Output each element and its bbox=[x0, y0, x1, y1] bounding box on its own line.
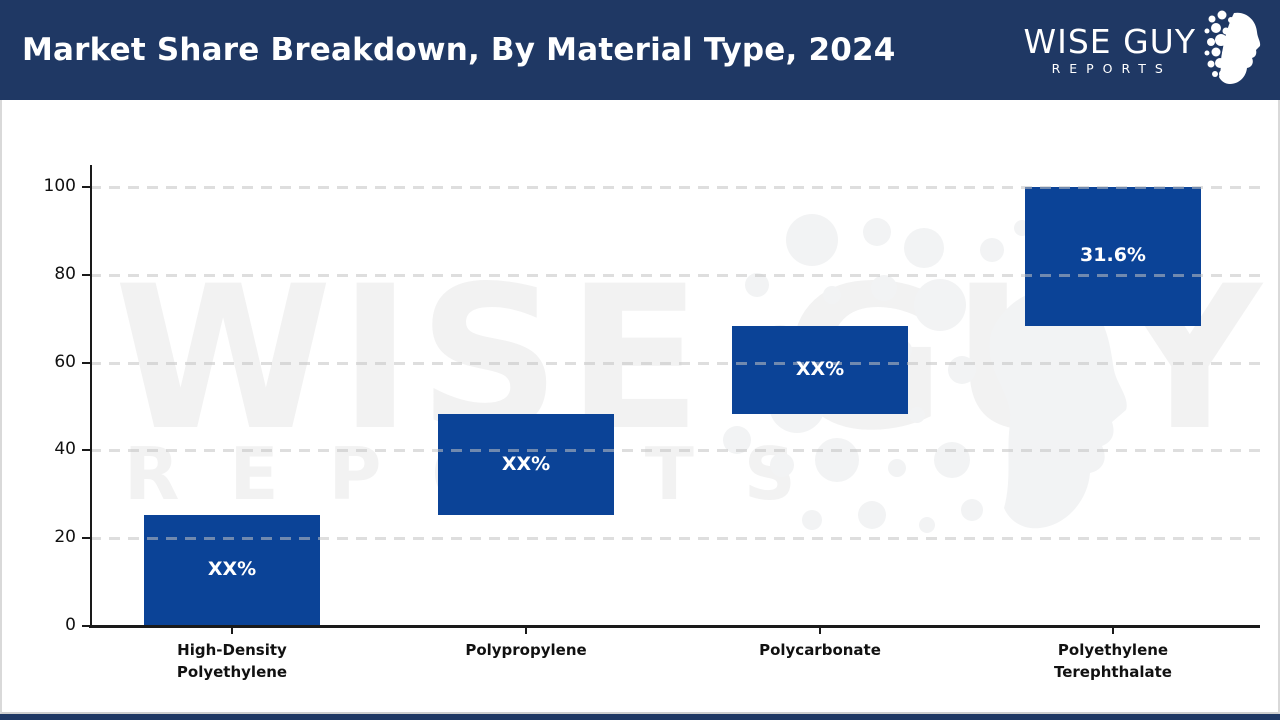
brand-head-icon bbox=[1198, 7, 1262, 93]
gridline-40 bbox=[90, 449, 1260, 453]
y-axis-label-0: 0 bbox=[65, 615, 76, 635]
x-axis-label-polypropylene: Polypropylene bbox=[465, 641, 587, 659]
y-axis-tick-40 bbox=[82, 449, 90, 452]
bar-polypropylene bbox=[438, 414, 614, 515]
bar-value-label-polycarbonate: XX% bbox=[795, 358, 845, 381]
bar-polyethylene-terephthalate bbox=[1025, 187, 1201, 326]
brand-subtitle: REPORTS bbox=[1051, 60, 1172, 76]
brand-wordmark: WISE GUY REPORTS bbox=[1023, 25, 1196, 76]
x-axis bbox=[89, 625, 1260, 628]
x-axis-label-polycarbonate: Polycarbonate bbox=[759, 641, 881, 659]
footer-bar bbox=[0, 714, 1280, 720]
y-axis-tick-100 bbox=[82, 186, 90, 188]
y-axis-label-100: 100 bbox=[43, 176, 76, 196]
bar-high-density-polyethylene bbox=[144, 514, 320, 626]
y-axis-tick-20 bbox=[82, 537, 90, 540]
y-axis-tick-80 bbox=[82, 273, 90, 276]
x-axis-tick-polyethylene-terephthalate bbox=[1112, 626, 1114, 634]
gridline-60 bbox=[90, 361, 1260, 365]
bar-value-label-polyethylene-terephthalate: 31.6% bbox=[1080, 244, 1146, 267]
brand-logo: WISE GUY REPORTS bbox=[1023, 7, 1262, 93]
bar-value-label-high-density-polyethylene: XX% bbox=[207, 558, 257, 581]
x-axis-label-high-density-polyethylene: High-Density Polyethylene bbox=[176, 641, 288, 681]
y-axis-label-80: 80 bbox=[54, 263, 76, 284]
y-axis-label-40: 40 bbox=[54, 439, 76, 460]
gridline-80 bbox=[90, 273, 1260, 277]
y-axis-label-20: 20 bbox=[54, 527, 76, 548]
page-title: Market Share Breakdown, By Material Type… bbox=[22, 32, 896, 68]
chart-area: WISE GUY REPORTS 020406080100XX%High-Den… bbox=[0, 100, 1280, 714]
x-axis-label-polyethylene-terephthalate: Polyethylene Terephthalate bbox=[1054, 641, 1172, 681]
gridline-20 bbox=[90, 537, 1260, 541]
y-axis bbox=[90, 165, 92, 628]
x-axis-tick-polypropylene bbox=[525, 626, 527, 634]
brand-name: WISE GUY bbox=[1023, 21, 1196, 61]
y-axis-tick-60 bbox=[82, 361, 90, 364]
y-axis-label-60: 60 bbox=[54, 351, 76, 372]
x-axis-tick-polycarbonate bbox=[819, 626, 821, 634]
gridline-100 bbox=[90, 186, 1260, 189]
bar-polycarbonate bbox=[732, 325, 908, 415]
header-banner: Market Share Breakdown, By Material Type… bbox=[0, 0, 1280, 100]
y-axis-tick-0 bbox=[82, 625, 90, 627]
x-axis-tick-high-density-polyethylene bbox=[231, 626, 233, 634]
bar-value-label-polypropylene: XX% bbox=[501, 452, 551, 475]
